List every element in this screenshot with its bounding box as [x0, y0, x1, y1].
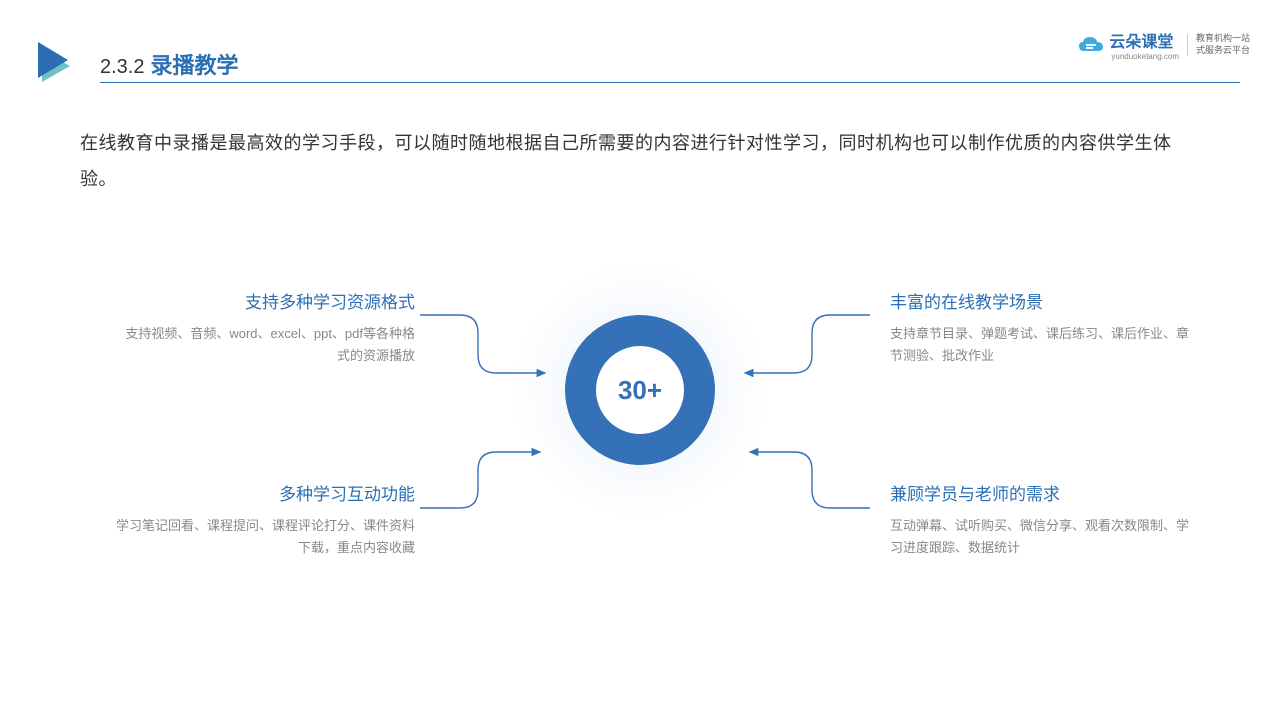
cloud-icon [1077, 35, 1105, 55]
feature-bottom-left: 多种学习互动功能 学习笔记回看、课程提问、课程评论打分、课件资料下载，重点内容收… [115, 480, 415, 559]
brand-url: yunduoketang.com [1111, 52, 1179, 61]
feature-desc: 互动弹幕、试听购买、微信分享、观看次数限制、学习进度跟踪、数据统计 [890, 515, 1190, 559]
feature-top-right: 丰富的在线教学场景 支持章节目录、弹题考试、课后练习、课后作业、章节测验、批改作… [890, 288, 1190, 367]
feature-desc: 支持视频、音频、word、excel、ppt、pdf等各种格式的资源播放 [115, 323, 415, 367]
feature-desc: 支持章节目录、弹题考试、课后练习、课后作业、章节测验、批改作业 [890, 323, 1190, 367]
section-title: 2.3.2 录播教学 [100, 48, 239, 80]
center-inner: 30+ [596, 346, 684, 434]
brand-text-wrap: 云朵课堂 yunduoketang.com [1109, 28, 1179, 61]
logo-divider [1187, 34, 1188, 56]
slide-header: 2.3.2 录播教学 云朵课堂 yunduoketang.com 教育机构一站 … [0, 0, 1280, 30]
feature-title: 兼顾学员与老师的需求 [890, 480, 1190, 505]
feature-diagram: 30+ 支持多种学习资源格式 支持视频、音频、word、excel、ppt、pd… [0, 260, 1280, 660]
brand-tagline-line2: 式服务云平台 [1196, 45, 1250, 57]
play-icon [38, 38, 78, 88]
feature-bottom-right: 兼顾学员与老师的需求 互动弹幕、试听购买、微信分享、观看次数限制、学习进度跟踪、… [890, 480, 1190, 559]
section-number: 2.3.2 [100, 56, 144, 79]
section-title-text: 录播教学 [150, 48, 238, 80]
brand-logo: 云朵课堂 yunduoketang.com 教育机构一站 式服务云平台 [1077, 28, 1250, 61]
feature-desc: 学习笔记回看、课程提问、课程评论打分、课件资料下载，重点内容收藏 [115, 515, 415, 559]
center-label: 30+ [618, 375, 662, 406]
feature-title: 丰富的在线教学场景 [890, 288, 1190, 313]
brand-name: 云朵课堂 [1109, 28, 1179, 52]
feature-top-left: 支持多种学习资源格式 支持视频、音频、word、excel、ppt、pdf等各种… [115, 288, 415, 367]
feature-title: 支持多种学习资源格式 [115, 288, 415, 313]
title-underline [100, 82, 1240, 83]
intro-paragraph: 在线教育中录播是最高效的学习手段，可以随时随地根据自己所需要的内容进行针对性学习… [80, 125, 1200, 197]
feature-title: 多种学习互动功能 [115, 480, 415, 505]
brand-tagline-line1: 教育机构一站 [1196, 33, 1250, 45]
brand-tagline: 教育机构一站 式服务云平台 [1196, 33, 1250, 56]
